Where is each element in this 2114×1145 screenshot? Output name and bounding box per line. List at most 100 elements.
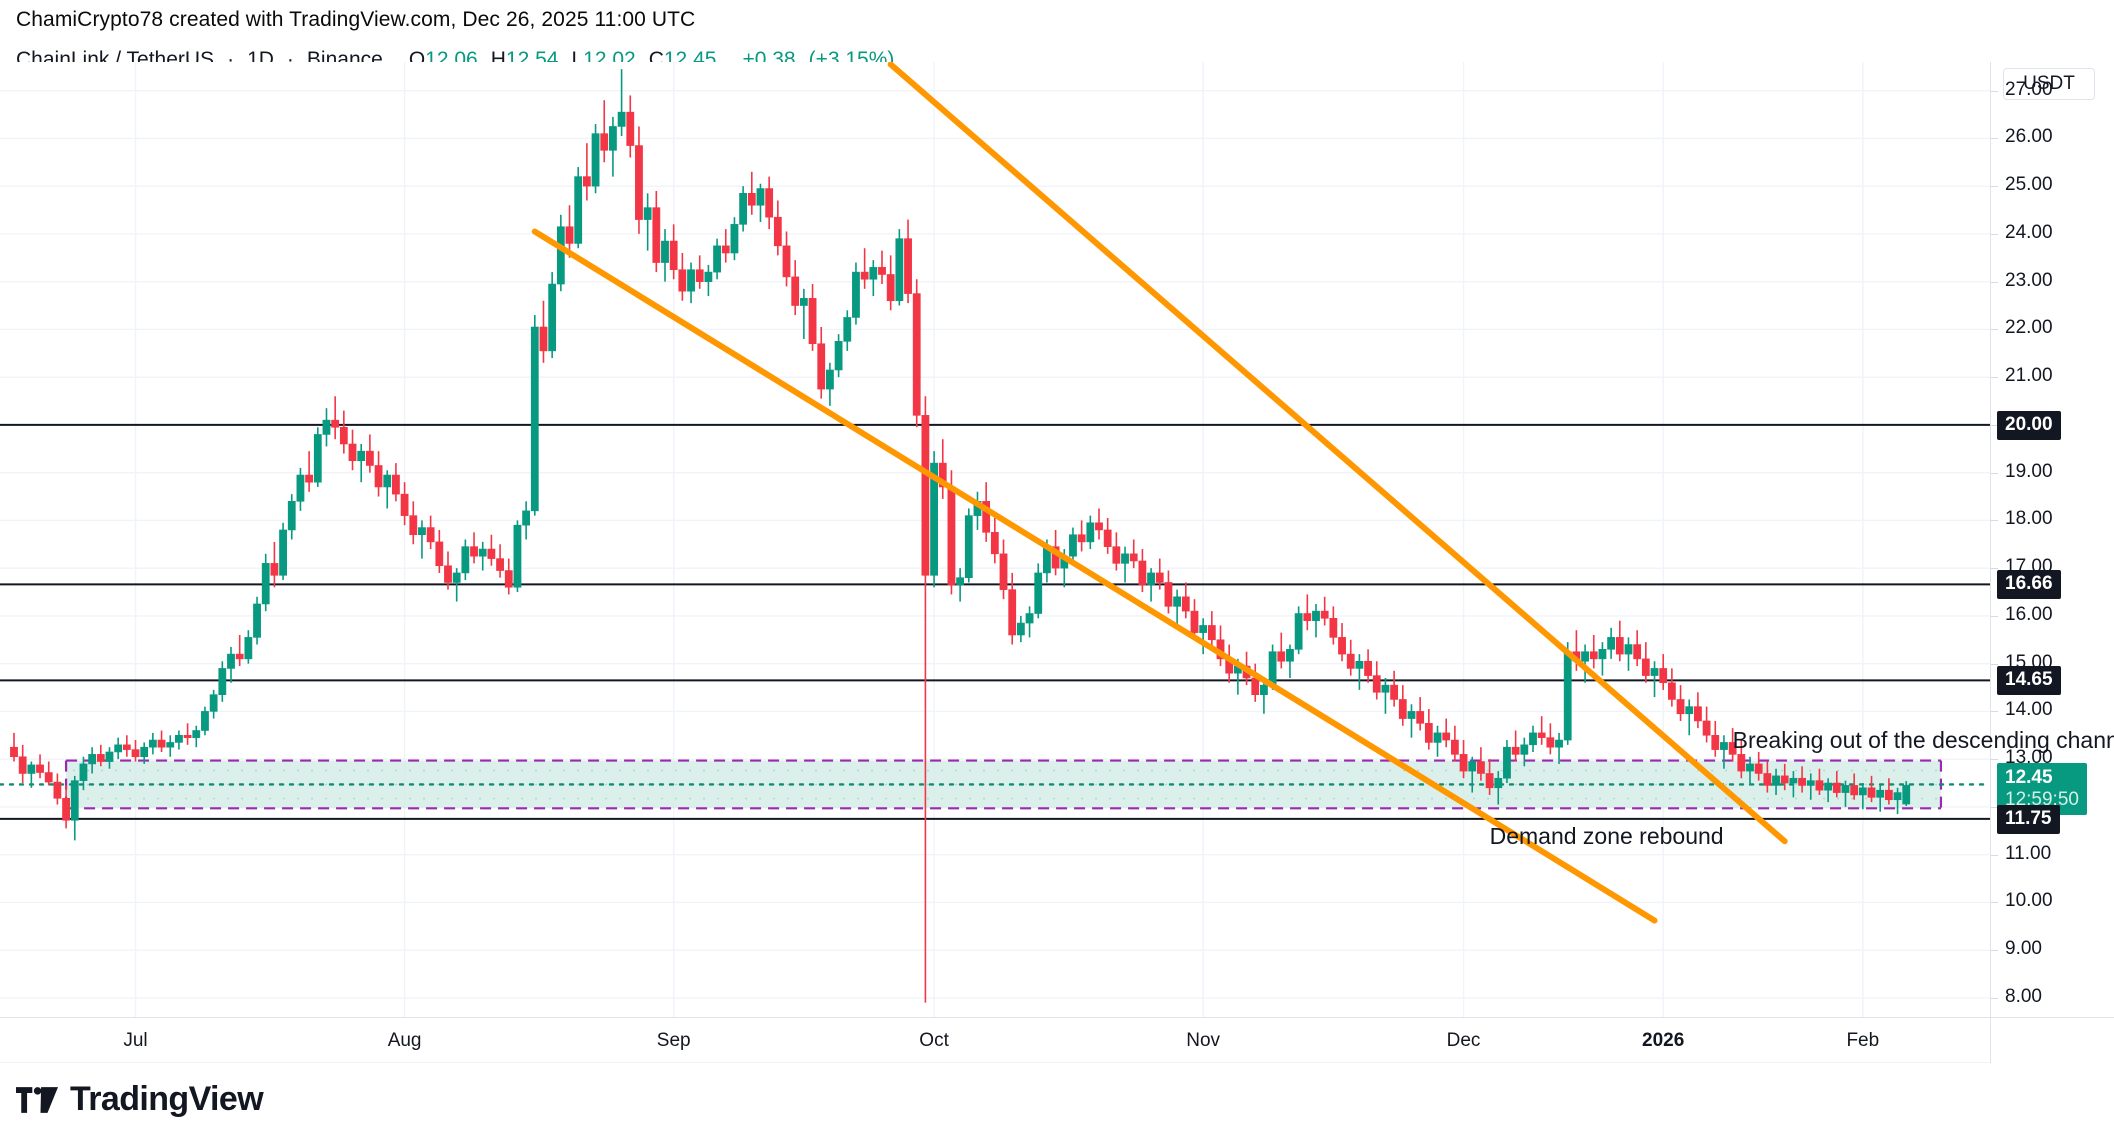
candle [930, 462, 938, 576]
candle [79, 763, 88, 781]
candle [1780, 775, 1789, 784]
candle [1433, 732, 1442, 743]
candle [582, 176, 591, 187]
candle [487, 548, 496, 559]
candle [1615, 637, 1624, 655]
candle [10, 746, 18, 758]
price-tick-mark [1991, 520, 1998, 522]
candle [617, 111, 626, 127]
candle [470, 546, 478, 557]
price-scale[interactable]: USDT 27.00 26.00 25.00 24.00 23.00 22.00 21.00… [1990, 62, 2114, 1017]
price-tick-mark [1991, 424, 1998, 426]
candle [661, 240, 669, 263]
candle [331, 419, 340, 428]
candle [444, 565, 452, 583]
candle [1294, 613, 1303, 650]
candle [235, 653, 244, 660]
candle [808, 298, 817, 345]
candle [1806, 780, 1815, 786]
candle [1450, 739, 1459, 755]
candle [1746, 763, 1754, 772]
price-level-badge[interactable]: 20.00 [1997, 410, 2061, 440]
candle [522, 510, 531, 526]
candle [1346, 653, 1355, 669]
candle [1155, 572, 1164, 583]
price-level-badge[interactable]: 11.75 [1997, 804, 2060, 834]
candle [305, 474, 314, 483]
candle [1312, 610, 1320, 621]
price-tick-label: 11.00 [2005, 842, 2052, 864]
candle [1555, 739, 1563, 748]
candle [895, 238, 904, 302]
candle [947, 486, 956, 586]
candle [704, 271, 713, 282]
price-level-badge[interactable]: 16.66 [1997, 570, 2061, 600]
candle [114, 744, 123, 753]
candle [166, 742, 175, 748]
candle [504, 570, 513, 588]
candlestick-chart[interactable] [0, 62, 1990, 1017]
badge-value: 12.45 [2005, 767, 2053, 789]
candle [1893, 792, 1902, 801]
candle [227, 653, 235, 669]
candle [148, 739, 157, 748]
candle [1199, 625, 1208, 633]
candle [1424, 723, 1433, 743]
price-tick-mark [1991, 90, 1998, 92]
candle [96, 754, 105, 762]
candle [1650, 668, 1659, 676]
candle [886, 274, 895, 302]
chart-plot-area[interactable] [0, 62, 1990, 1017]
candle [279, 529, 287, 576]
candle [1286, 649, 1294, 662]
currency-chip[interactable]: USDT [2003, 68, 2095, 100]
candle [1069, 534, 1077, 557]
candle [1772, 775, 1780, 786]
candle [1589, 651, 1598, 660]
candle [1633, 644, 1642, 660]
legend-separator-2: · [286, 48, 294, 71]
badge-value: 11.75 [2005, 807, 2052, 829]
candle [1529, 732, 1537, 746]
candle [322, 419, 331, 435]
candle [1763, 773, 1772, 786]
candle [1338, 637, 1346, 655]
candle [1876, 789, 1885, 798]
candle [1641, 658, 1650, 676]
candle [791, 276, 800, 306]
candle [548, 283, 557, 352]
price-tick-mark [1991, 806, 1998, 808]
candle [1581, 651, 1589, 662]
time-scale[interactable]: Jul Aug Sep Oct Nov Dec 2026 Feb [0, 1017, 1990, 1063]
badge-value: 16.66 [2005, 573, 2053, 595]
candle [409, 515, 418, 536]
chart-annotation: Breaking out of the descending channel [1732, 727, 2114, 754]
candle [1260, 684, 1268, 695]
candle [122, 744, 131, 750]
candle [1598, 649, 1607, 660]
candle [18, 756, 27, 774]
candle [270, 563, 279, 576]
candle [496, 558, 504, 571]
candle [1537, 732, 1546, 738]
candle [565, 226, 574, 244]
candle [175, 734, 183, 743]
price-tick-mark [1991, 472, 1998, 474]
candle [739, 193, 748, 225]
candle [478, 548, 487, 557]
price-tick-mark [1991, 615, 1998, 617]
price-level-badge[interactable]: 14.65 [1997, 666, 2061, 696]
candle [1850, 785, 1859, 796]
candle [1711, 734, 1720, 750]
candle [817, 343, 826, 390]
candle [1112, 546, 1121, 564]
candle [591, 133, 600, 187]
candle [1442, 732, 1451, 741]
candle [418, 527, 426, 536]
candle [756, 188, 765, 206]
time-tick-label: Aug [387, 1030, 422, 1051]
price-tick-label: 18.00 [2005, 508, 2053, 530]
candle [782, 245, 791, 278]
candle [383, 474, 392, 488]
candle [1181, 596, 1190, 612]
